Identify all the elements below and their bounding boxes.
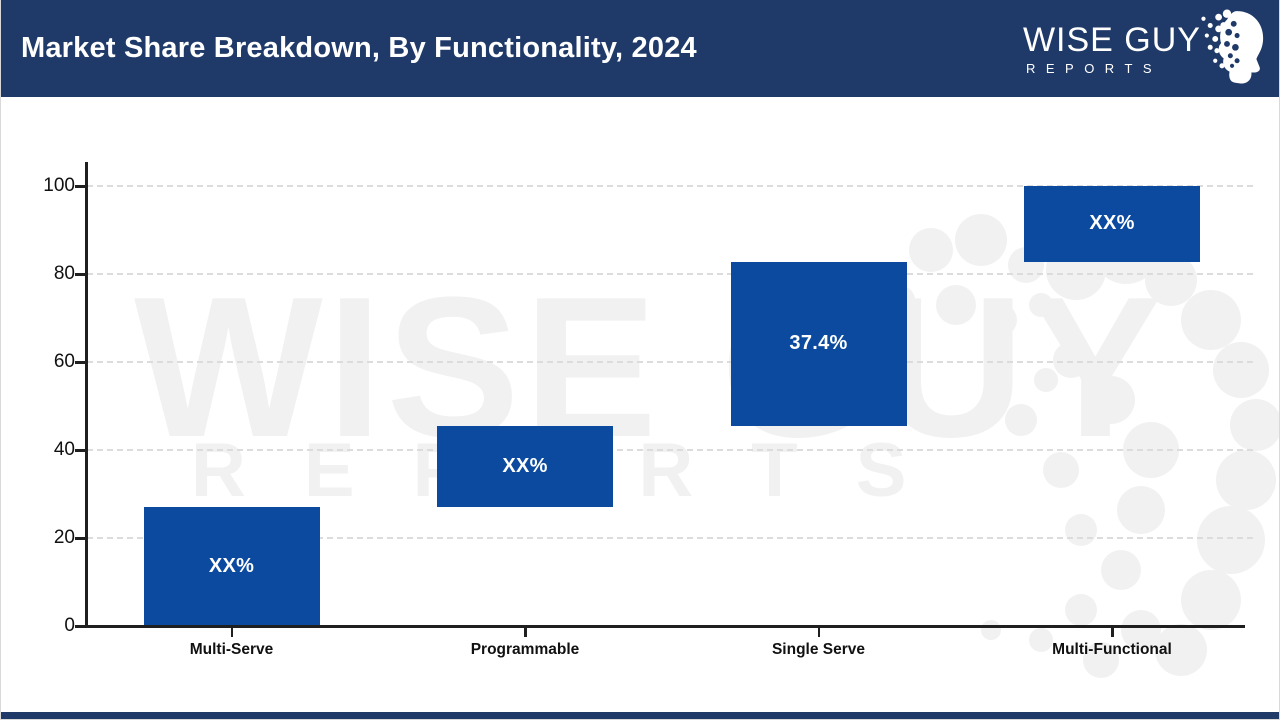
x-axis-line bbox=[85, 625, 1245, 628]
y-axis-line bbox=[85, 162, 88, 628]
page-title: Market Share Breakdown, By Functionality… bbox=[21, 32, 697, 64]
y-tick-label-100: 100 bbox=[43, 175, 75, 196]
bar-value-label: 37.4% bbox=[789, 332, 848, 355]
y-tick-label-60: 60 bbox=[53, 351, 75, 372]
gridline-80 bbox=[87, 273, 1253, 275]
y-tick-label-0: 0 bbox=[64, 615, 75, 636]
logo-face-icon bbox=[1201, 9, 1264, 84]
x-tick-3 bbox=[1111, 628, 1114, 637]
gridline-60 bbox=[87, 361, 1253, 363]
wise-guy-logo: WISE GUY REPORTS bbox=[1023, 6, 1269, 92]
bar-value-label: XX% bbox=[1089, 212, 1135, 235]
gridline-20 bbox=[87, 537, 1253, 539]
y-tick-60 bbox=[75, 361, 85, 364]
y-tick-100 bbox=[75, 185, 85, 188]
logo-text: WISE GUY REPORTS bbox=[1022, 21, 1201, 76]
logo-wordmark: WISE GUY bbox=[1022, 21, 1201, 60]
y-tick-20 bbox=[75, 537, 85, 540]
footer-bar bbox=[1, 712, 1279, 719]
bar-programmable: XX% bbox=[437, 426, 613, 508]
header-bar: Market Share Breakdown, By Functionality… bbox=[1, 0, 1279, 97]
y-tick-40 bbox=[75, 449, 85, 452]
category-label-2: Single Serve bbox=[771, 641, 866, 658]
y-tick-80 bbox=[75, 273, 85, 276]
bar-value-label: XX% bbox=[502, 455, 548, 478]
bar-single-serve: 37.4% bbox=[730, 261, 907, 427]
category-label-1: Programmable bbox=[470, 641, 580, 658]
bar-multi-serve: XX% bbox=[143, 507, 320, 626]
gridline-40 bbox=[87, 449, 1253, 451]
x-tick-2 bbox=[817, 628, 820, 637]
bar-multi-functional: XX% bbox=[1024, 186, 1200, 262]
bar-value-label: XX% bbox=[208, 555, 255, 578]
category-label-0: Multi-Serve bbox=[189, 641, 274, 658]
y-tick-label-80: 80 bbox=[53, 263, 75, 284]
y-tick-label-20: 20 bbox=[53, 527, 75, 548]
x-tick-0 bbox=[230, 628, 233, 637]
watermark-face-dots bbox=[887, 214, 1279, 678]
y-tick-label-40: 40 bbox=[53, 439, 75, 460]
logo-subtitle: REPORTS bbox=[1025, 60, 1163, 76]
watermark-wordmark: WISE GUY bbox=[134, 256, 1167, 479]
category-label-3: Multi-Functional bbox=[1052, 641, 1172, 658]
gridline-100 bbox=[87, 185, 1253, 187]
x-tick-1 bbox=[524, 628, 527, 637]
y-tick-0 bbox=[75, 625, 85, 628]
